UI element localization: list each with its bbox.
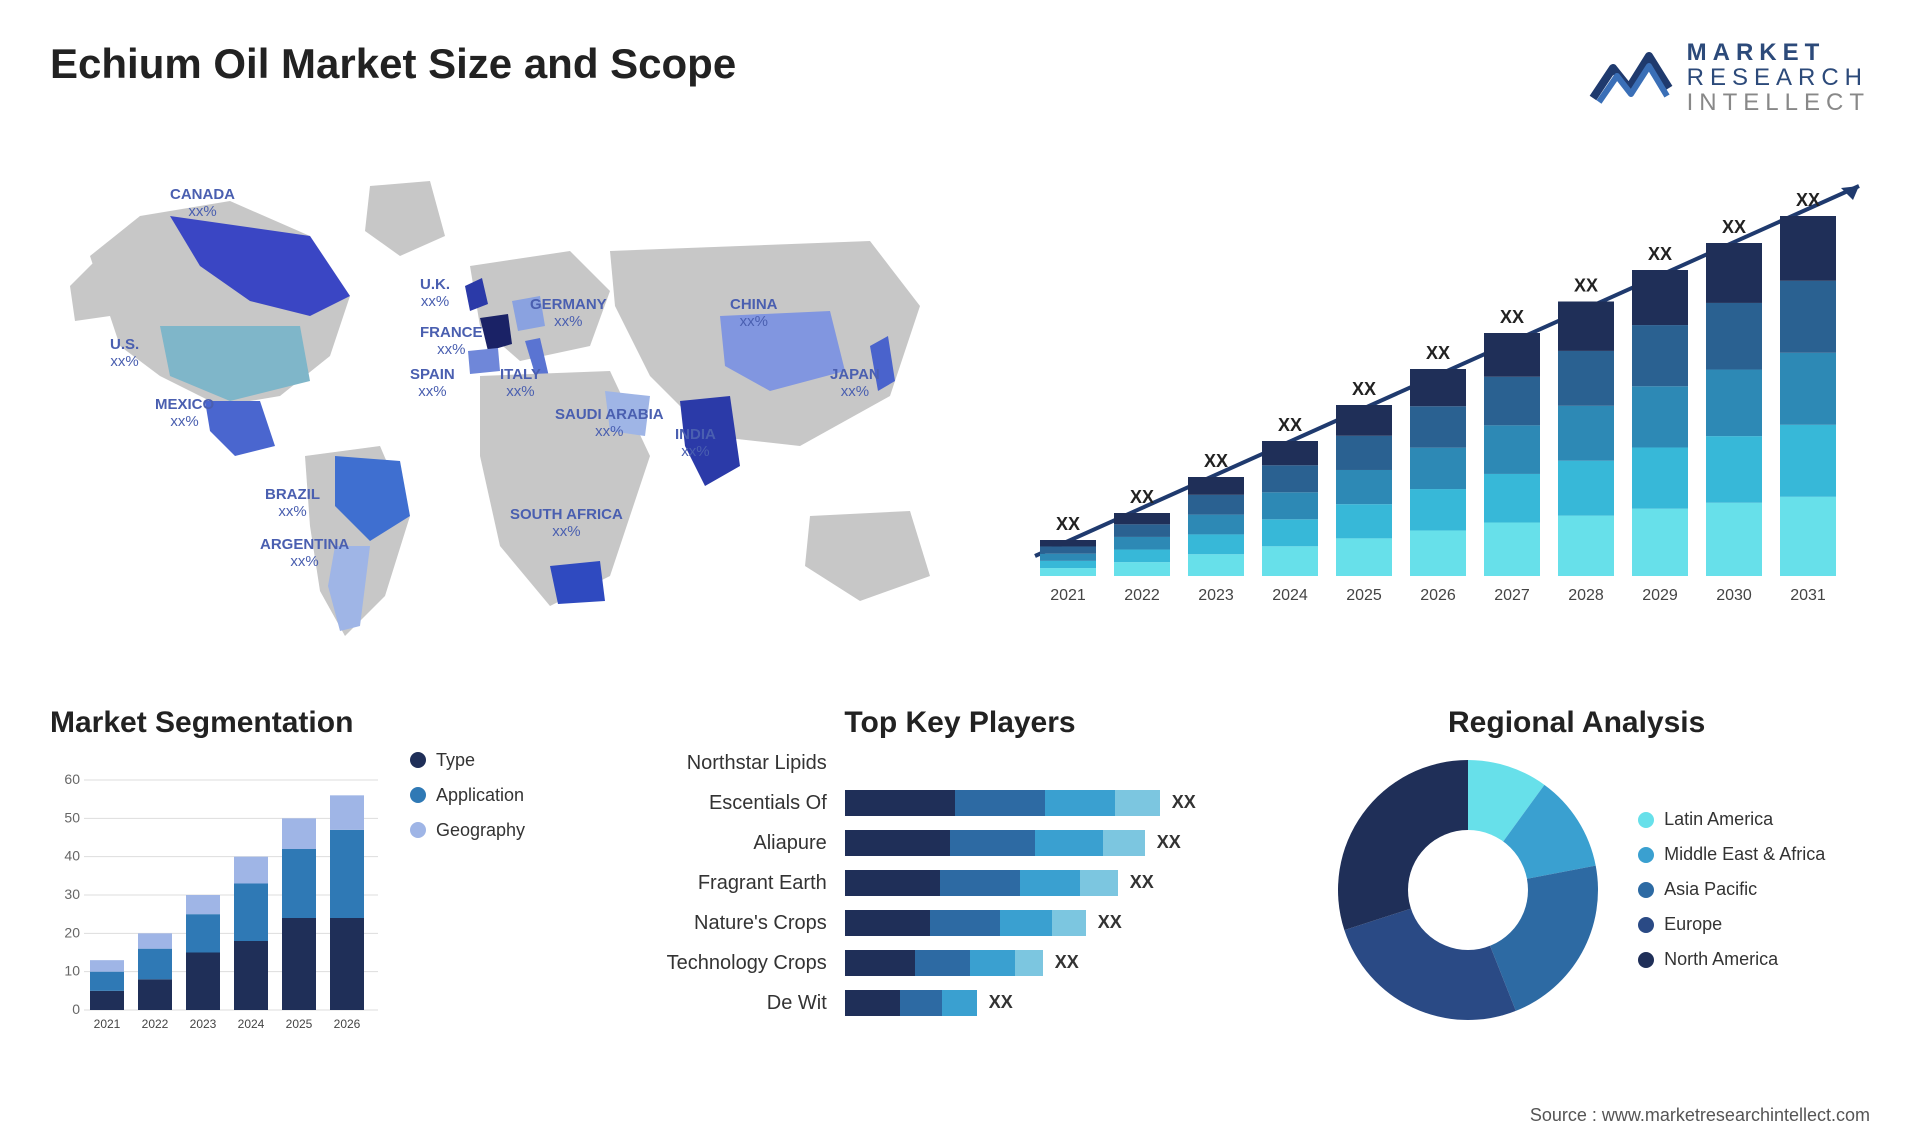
legend-item: Application [410, 785, 525, 806]
legend-item: Latin America [1638, 809, 1825, 830]
player-name: Nature's Crops [667, 910, 827, 936]
svg-text:XX: XX [1500, 307, 1524, 327]
player-bar-row: XX [845, 990, 1196, 1016]
player-name: Aliapure [667, 830, 827, 856]
svg-text:2023: 2023 [190, 1017, 217, 1031]
regional-title: Regional Analysis [1283, 706, 1870, 740]
svg-text:XX: XX [1056, 514, 1080, 534]
svg-text:XX: XX [1574, 275, 1598, 295]
svg-text:XX: XX [1722, 217, 1746, 237]
svg-text:50: 50 [64, 809, 80, 825]
logo-line3: INTELLECT [1687, 90, 1870, 115]
player-bar-row: XX [845, 790, 1196, 816]
map-label: U.S.xx% [110, 336, 139, 371]
world-map-panel: CANADAxx% U.S.xx% MEXICOxx% BRAZILxx% ARGENT… [50, 146, 970, 666]
svg-text:2031: 2031 [1790, 587, 1826, 604]
map-label: SOUTH AFRICAxx% [510, 506, 623, 541]
svg-text:XX: XX [1796, 190, 1820, 210]
svg-text:60: 60 [64, 771, 80, 787]
segmentation-panel: Market Segmentation 0 10 20 30 40 50 60 2021 202… [50, 706, 637, 1040]
svg-text:2021: 2021 [94, 1017, 121, 1031]
regional-panel: Regional Analysis Latin America Middle Ea… [1283, 706, 1870, 1040]
svg-text:2030: 2030 [1716, 587, 1752, 604]
legend-item: Europe [1638, 914, 1825, 935]
logo-mark-icon [1589, 48, 1673, 108]
player-bar-row: XX [845, 950, 1196, 976]
map-label: CHINAxx% [730, 296, 778, 331]
regional-legend: Latin America Middle East & Africa Asia Pa… [1638, 809, 1825, 970]
svg-text:2022: 2022 [142, 1017, 169, 1031]
player-bar-row: XX [845, 870, 1196, 896]
svg-text:XX: XX [1426, 343, 1450, 363]
player-name: De Wit [667, 990, 827, 1016]
map-label: U.K.xx% [420, 276, 450, 311]
brand-logo: MARKET RESEARCH INTELLECT [1589, 40, 1870, 116]
svg-text:2027: 2027 [1494, 587, 1530, 604]
legend-item: Geography [410, 820, 525, 841]
logo-line2: RESEARCH [1687, 65, 1870, 90]
map-label: SPAINxx% [410, 366, 455, 401]
player-bar-row: XX [845, 830, 1196, 856]
svg-text:XX: XX [1278, 415, 1302, 435]
svg-text:2029: 2029 [1642, 587, 1678, 604]
key-players-title: Top Key Players [667, 706, 1254, 740]
svg-text:2028: 2028 [1568, 587, 1604, 604]
segmentation-legend: Type Application Geography [410, 750, 525, 841]
svg-text:2025: 2025 [1346, 587, 1382, 604]
page-title: Echium Oil Market Size and Scope [50, 40, 736, 88]
map-label: FRANCExx% [420, 324, 483, 359]
svg-text:2026: 2026 [334, 1017, 361, 1031]
svg-text:2021: 2021 [1050, 587, 1086, 604]
svg-text:20: 20 [64, 924, 80, 940]
map-label: ARGENTINAxx% [260, 536, 349, 571]
map-label: CANADAxx% [170, 186, 235, 221]
svg-text:XX: XX [1130, 487, 1154, 507]
svg-text:10: 10 [64, 962, 80, 978]
svg-text:2026: 2026 [1420, 587, 1456, 604]
svg-text:XX: XX [1352, 379, 1376, 399]
svg-text:40: 40 [64, 847, 80, 863]
map-label: JAPANxx% [830, 366, 880, 401]
svg-text:2024: 2024 [1272, 587, 1308, 604]
player-bar-row: XX [845, 910, 1196, 936]
player-name-list: Northstar Lipids Escentials Of Aliapure Fra… [667, 750, 827, 1016]
map-label: ITALYxx% [500, 366, 541, 401]
logo-line1: MARKET [1687, 40, 1870, 65]
svg-text:2023: 2023 [1198, 587, 1234, 604]
map-label: GERMANYxx% [530, 296, 607, 331]
segmentation-title: Market Segmentation [50, 706, 637, 740]
key-players-panel: Top Key Players Northstar Lipids Escentia… [667, 706, 1254, 1040]
legend-item: Middle East & Africa [1638, 844, 1825, 865]
svg-text:XX: XX [1204, 451, 1228, 471]
player-name: Northstar Lipids [667, 750, 827, 776]
player-bar-list: XX XX XX XX XX XX [845, 750, 1196, 1016]
svg-text:0: 0 [72, 1001, 80, 1017]
legend-item: Asia Pacific [1638, 879, 1825, 900]
source-attribution: Source : www.marketresearchintellect.com [1530, 1105, 1870, 1126]
svg-text:2025: 2025 [286, 1017, 313, 1031]
map-label: INDIAxx% [675, 426, 716, 461]
svg-text:XX: XX [1648, 244, 1672, 264]
legend-item: North America [1638, 949, 1825, 970]
player-name: Escentials Of [667, 790, 827, 816]
forecast-bar-chart: XX 2021 XX 2022 XX 2023 XX 2024 XX 2025 XX 2026 XX 20… [1010, 146, 1860, 626]
map-label: SAUDI ARABIAxx% [555, 406, 664, 441]
map-label: BRAZILxx% [265, 486, 320, 521]
svg-text:30: 30 [64, 886, 80, 902]
legend-item: Type [410, 750, 525, 771]
player-bar-row [845, 750, 1196, 776]
segmentation-bar-chart: 0 10 20 30 40 50 60 2021 2022 2023 2024 2025 2026 [50, 750, 390, 1040]
regional-donut-chart [1328, 750, 1608, 1030]
player-name: Technology Crops [667, 950, 827, 976]
svg-text:2024: 2024 [238, 1017, 265, 1031]
player-name: Fragrant Earth [667, 870, 827, 896]
map-label: MEXICOxx% [155, 396, 214, 431]
svg-text:2022: 2022 [1124, 587, 1160, 604]
forecast-chart-panel: XX 2021 XX 2022 XX 2023 XX 2024 XX 2025 XX 2026 XX 20… [1010, 146, 1870, 666]
